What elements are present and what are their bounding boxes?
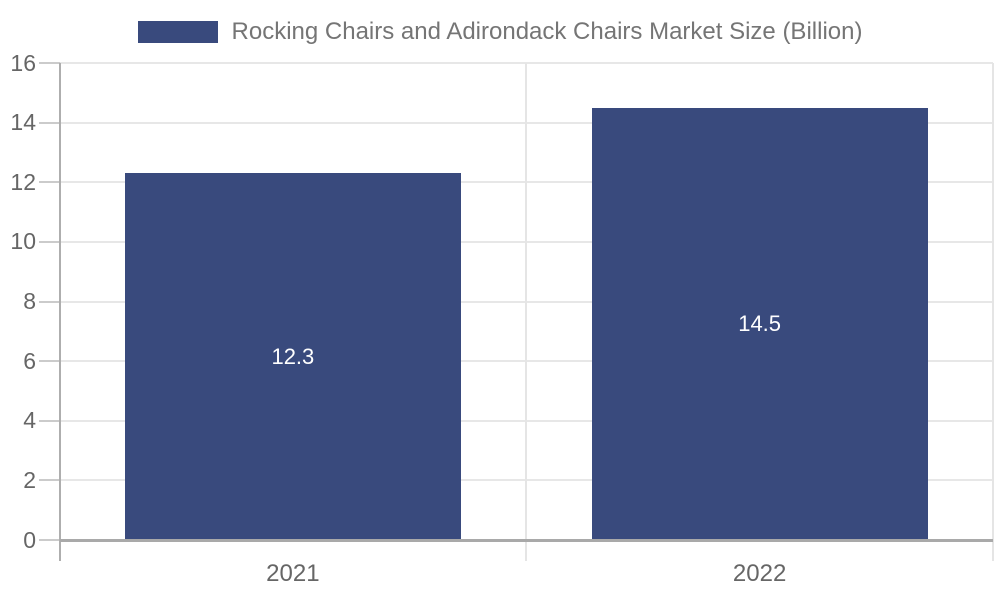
y-axis-tick xyxy=(39,479,60,482)
bar[interactable] xyxy=(591,107,928,540)
y-axis-line xyxy=(58,63,61,561)
y-axis-tick-label: 2 xyxy=(23,466,36,493)
x-axis-tick-label: 2021 xyxy=(266,560,320,587)
bar-value-label: 14.5 xyxy=(738,310,782,336)
y-axis-tick-label: 12 xyxy=(10,168,36,195)
y-axis-tick xyxy=(39,300,60,303)
y-axis-tick xyxy=(39,121,60,124)
y-axis-tick xyxy=(39,360,60,363)
y-axis-tick-label: 16 xyxy=(10,49,36,76)
y-axis-tick-label: 6 xyxy=(23,347,36,374)
y-axis-tick-label: 0 xyxy=(23,526,36,553)
y-axis-tick xyxy=(39,539,60,541)
y-axis-tick-label: 14 xyxy=(10,109,36,136)
y-axis-tick-label: 8 xyxy=(23,288,36,314)
legend-swatch-icon xyxy=(137,21,218,43)
y-axis-tick xyxy=(39,181,60,184)
legend-item[interactable]: Rocking Chairs and Adirondack Chairs Mar… xyxy=(0,18,1000,45)
x-axis-tick-label: 2022 xyxy=(732,560,787,587)
legend-label: Rocking Chairs and Adirondack Chairs Mar… xyxy=(231,18,863,45)
y-axis-tick xyxy=(39,62,60,64)
category-gridline xyxy=(525,63,528,561)
bar-value-label: 12.3 xyxy=(271,343,315,369)
plot-right-border xyxy=(992,63,994,561)
y-axis-tick-label: 4 xyxy=(23,407,36,434)
y-axis-tick-label: 10 xyxy=(10,228,36,255)
y-axis-tick xyxy=(39,419,60,422)
bar[interactable] xyxy=(124,173,461,540)
y-axis-tick xyxy=(39,240,60,243)
x-axis-baseline xyxy=(59,538,993,542)
